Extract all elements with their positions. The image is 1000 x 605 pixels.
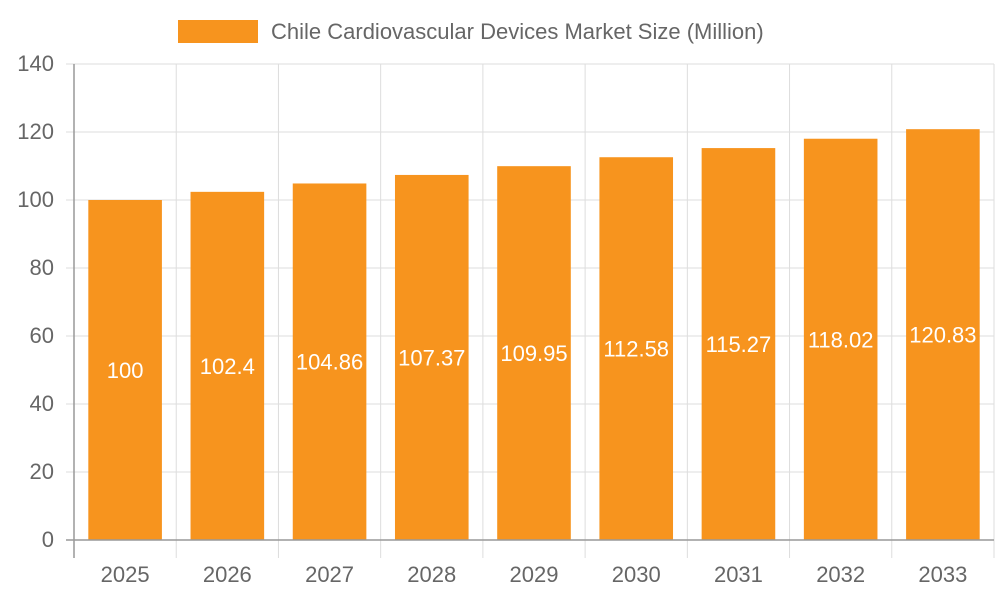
y-tick-label: 100: [17, 187, 54, 212]
x-tick-label: 2027: [305, 562, 354, 587]
y-tick-label: 80: [30, 255, 54, 280]
x-tick-label: 2031: [714, 562, 763, 587]
bar: [88, 200, 162, 540]
bar: [701, 148, 776, 540]
data-label: 104.86: [296, 350, 363, 375]
data-label: 118.02: [808, 327, 874, 352]
y-tick-label: 120: [17, 119, 54, 144]
bar: [497, 166, 571, 541]
data-label: 107.37: [398, 345, 465, 370]
data-label: 120.83: [909, 323, 976, 348]
x-tick-label: 2033: [918, 562, 967, 587]
data-label: 115.27: [706, 332, 772, 357]
y-tick-label: 40: [30, 391, 54, 416]
legend-swatch: [178, 20, 258, 43]
legend-label: Chile Cardiovascular Devices Market Size…: [271, 19, 764, 44]
data-label: 112.58: [603, 337, 669, 362]
data-label: 100: [107, 358, 144, 383]
x-tick-label: 2028: [407, 562, 456, 587]
x-tick-label: 2029: [510, 562, 559, 587]
x-tick-label: 2030: [612, 562, 661, 587]
x-tick-label: 2025: [101, 562, 150, 587]
data-label: 102.4: [200, 354, 255, 379]
bar: [292, 183, 367, 540]
bar: [599, 157, 674, 540]
bars: 100 102.4 104.86 107.37 109.95 112.58 115.27 11…: [88, 129, 980, 541]
data-label: 109.95: [500, 341, 567, 366]
bar: [190, 191, 265, 540]
y-tick-label: 140: [17, 51, 54, 76]
axes: 0 20 40 60 80 100 120 140 2025 2026 2027 2028 2029 20…: [17, 51, 994, 587]
bar: [803, 138, 878, 540]
bar: [394, 174, 469, 540]
x-tick-label: 2026: [203, 562, 252, 587]
y-tick-label: 20: [30, 459, 54, 484]
y-tick-label: 0: [42, 527, 54, 552]
x-tick-label: 2032: [816, 562, 865, 587]
bar: [906, 129, 980, 541]
legend[interactable]: Chile Cardiovascular Devices Market Size…: [178, 19, 764, 44]
y-tick-label: 60: [30, 323, 54, 348]
